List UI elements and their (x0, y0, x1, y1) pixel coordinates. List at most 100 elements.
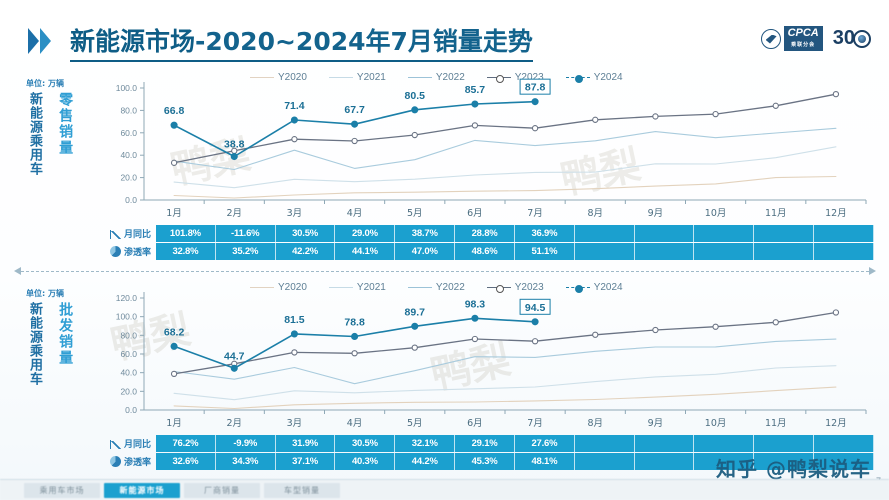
table-cell: 29.1% (455, 435, 515, 452)
legend-line-icon (407, 287, 432, 288)
table-cell: 38.7% (395, 225, 456, 242)
retail-unit-label: 单位: 万辆 (26, 79, 64, 88)
svg-text:67.7: 67.7 (344, 104, 365, 116)
svg-text:100.0: 100.0 (116, 83, 138, 93)
svg-text:80.0: 80.0 (120, 330, 137, 340)
trend-icon (109, 228, 121, 239)
svg-text:4月: 4月 (347, 208, 363, 219)
retail-panel: 鸭梨 鸭梨 单位: 万辆 新能源乘用车 零售销量 Y2020 Y2021 Y20… (0, 70, 889, 275)
legend-item-y2020: Y2020 (250, 282, 307, 293)
anniversary-circle-icon (853, 29, 871, 48)
table-cell (754, 453, 815, 470)
table-cell (634, 225, 695, 242)
table-cell (634, 453, 695, 470)
retail-chart-svg: 0.0 20.0 40.0 60.0 80.0 100.0 1月 2月 3月 4月 5月 6月 7月 8月… (116, 78, 867, 219)
svg-text:4月: 4月 (347, 418, 363, 429)
trend-icon (109, 438, 121, 449)
pie-icon (109, 246, 121, 257)
table-cell: 31.9% (275, 435, 336, 452)
svg-text:71.4: 71.4 (284, 100, 305, 112)
retail-data-table: 月同比 101.8% -11.6% 30.5% 29.0% 38.7% 28.8% 36.9%… (92, 225, 874, 260)
table-cell: -9.9% (215, 435, 276, 452)
table-cell (814, 243, 874, 260)
bottom-tab-bar[interactable]: 乘用车市场 新能源市场 厂商销量 车型销量 (0, 479, 889, 500)
table-cell: 47.0% (395, 243, 456, 260)
chevron-double-right-icon (28, 28, 62, 54)
svg-text:8月: 8月 (587, 208, 603, 219)
table-cell: 45.3% (455, 453, 515, 470)
table-cell: 37.1% (275, 453, 336, 470)
table-cell (574, 453, 635, 470)
author-watermark: 知乎 @鸭梨说车 (716, 457, 871, 481)
svg-text:5月: 5月 (407, 418, 423, 429)
wholesale-panel: 鸭梨 鸭梨 单位: 万辆 新能源乘用车 批发销量 Y2020 Y2021 Y20… (0, 280, 889, 485)
svg-text:89.7: 89.7 (405, 306, 426, 318)
svg-text:81.5: 81.5 (284, 314, 305, 326)
legend-label: Y2021 (356, 282, 386, 293)
svg-text:11月: 11月 (765, 208, 787, 219)
taskbar-tab-1[interactable]: 新能源市场 (104, 482, 180, 498)
table-cell: 29.0% (335, 225, 396, 242)
svg-text:44.7: 44.7 (224, 350, 245, 362)
svg-text:100.0: 100.0 (116, 312, 138, 322)
table-row-label: 月同比 (92, 435, 156, 452)
legend-line-marker-icon (486, 285, 511, 293)
svg-text:2月: 2月 (226, 208, 242, 219)
taskbar-tab-3[interactable]: 车型销量 (264, 482, 340, 498)
svg-text:66.8: 66.8 (164, 105, 185, 117)
table-cell (574, 435, 635, 452)
logo-group: CPCA 乘联分会 30 (760, 26, 871, 51)
taskbar-tab-0[interactable]: 乘用车市场 (24, 482, 100, 498)
dashed-rule (21, 270, 869, 272)
svg-text:40.0: 40.0 (120, 150, 137, 160)
pie-icon (109, 456, 121, 467)
table-cell: 32.6% (156, 453, 216, 470)
svg-text:94.5: 94.5 (525, 302, 546, 314)
table-cell: 30.5% (335, 435, 396, 452)
svg-text:8月: 8月 (587, 418, 603, 429)
legend-line-marker-icon (565, 75, 590, 83)
table-cell: 44.1% (335, 243, 396, 260)
table-row-label-text: 月同比 (123, 230, 151, 240)
legend-label: Y2020 (278, 72, 307, 83)
legend-item-y2022: Y2022 (407, 282, 465, 293)
table-cell (634, 435, 695, 452)
legend-line-icon (328, 287, 353, 288)
svg-text:87.8: 87.8 (525, 82, 546, 94)
taskbar-tab-2[interactable]: 厂商销量 (184, 482, 260, 498)
arrow-right-icon (869, 267, 876, 275)
svg-text:3月: 3月 (287, 208, 303, 219)
svg-text:2月: 2月 (226, 418, 242, 429)
svg-text:40.0: 40.0 (120, 368, 137, 378)
legend-item-y2021: Y2021 (328, 282, 386, 293)
cpca-subtext: 乘联分会 (791, 42, 816, 48)
table-cell (814, 225, 874, 242)
svg-text:98.3: 98.3 (465, 298, 486, 310)
table-cell (754, 243, 815, 260)
svg-text:10月: 10月 (705, 418, 727, 429)
legend-line-icon (407, 77, 432, 78)
table-cell: 76.2% (156, 435, 216, 452)
svg-text:60.0: 60.0 (120, 349, 137, 359)
wholesale-chart-svg: 0.0 20.0 40.0 60.0 80.0 100.0 120.0 1月 2月 3月 4月 5月 6… (116, 292, 867, 429)
retail-metric-label: 零售销量 (57, 92, 74, 156)
cpca-logo: CPCA 乘联分会 (760, 26, 823, 51)
svg-text:1月: 1月 (166, 418, 182, 429)
table-cell: 48.1% (514, 453, 575, 470)
table-cell (754, 225, 815, 242)
svg-text:7月: 7月 (527, 418, 543, 429)
svg-text:6月: 6月 (467, 208, 483, 219)
legend-label: Y2021 (356, 72, 386, 83)
retail-chart-legend: Y2020 Y2021 Y2022 Y2023 Y2024 (250, 72, 623, 83)
wholesale-data-table: 月同比 76.2% -9.9% 31.9% 30.5% 32.1% 29.1% 27.6% 渗透… (92, 435, 874, 470)
svg-text:120.0: 120.0 (116, 293, 138, 303)
table-cell (694, 225, 755, 242)
svg-text:9月: 9月 (648, 418, 664, 429)
table-row-label-text: 渗透率 (123, 458, 151, 468)
svg-text:80.5: 80.5 (405, 90, 426, 102)
table-row-label: 月同比 (92, 225, 156, 242)
svg-text:11月: 11月 (765, 418, 787, 429)
page-title: 新能源市场-2020~2024年7月销量走势 (70, 22, 533, 62)
table-cell (754, 435, 815, 452)
